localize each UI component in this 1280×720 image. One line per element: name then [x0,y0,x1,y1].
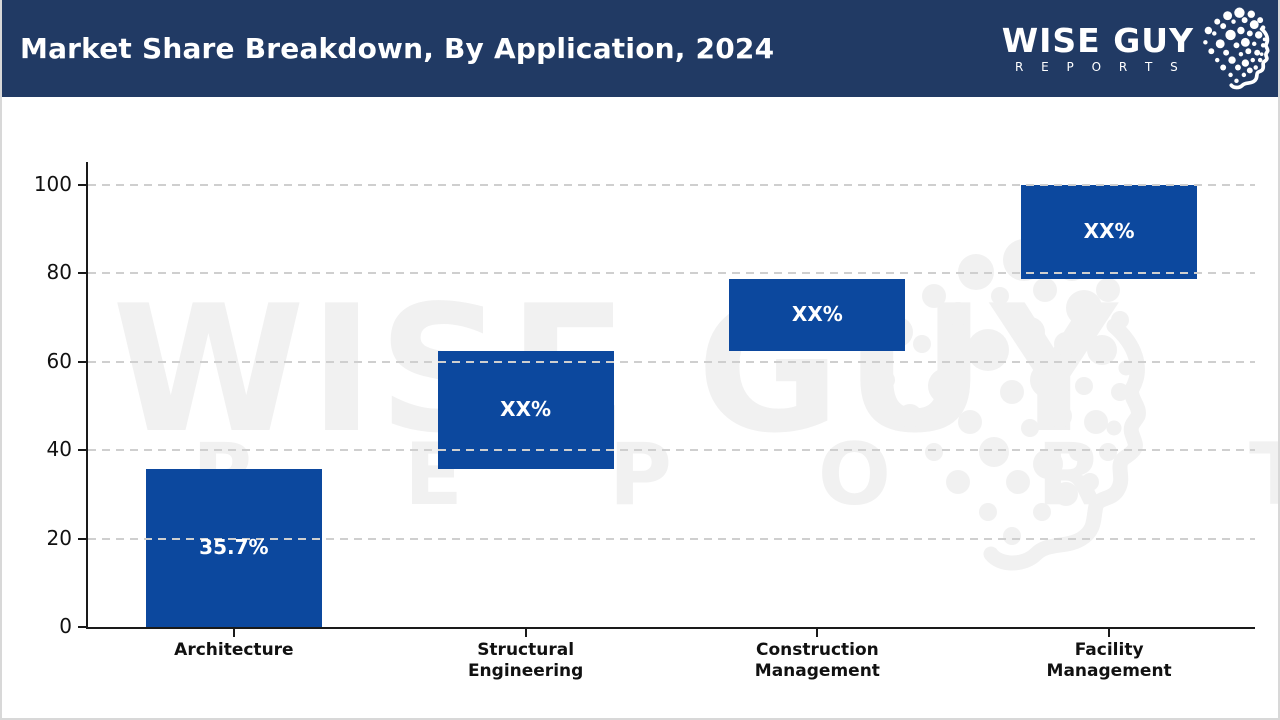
y-tick-label: 40 [46,437,72,461]
page-title: Market Share Breakdown, By Application, … [20,32,775,65]
bar-value-label: XX% [791,302,843,327]
bar-facility-management [1021,184,1198,280]
logo-wordmark-line2: R E P O R T S [1014,59,1185,74]
y-tick-mark [78,537,86,540]
gridline-20 [88,537,1255,540]
y-tick-label: 0 [59,614,72,638]
bar-value-label: 35.7% [199,535,269,559]
bar-architecture [145,469,322,627]
y-tick-label: 100 [33,171,72,196]
x-tick-mark [524,629,527,637]
x-tick-mark [232,629,235,637]
x-tick-mark [816,629,819,637]
header-bar: Market Share Breakdown, By Application, … [0,0,1280,97]
category-label: Construction Management [754,640,880,681]
category-label: Structural Engineering [467,640,584,681]
logo-wordmark: WISE GUY R E P O R T S [1001,20,1194,74]
gridline-80 [88,272,1255,274]
logo-head-icon [1203,7,1270,89]
y-axis-line [86,162,88,629]
y-tick-mark [78,360,86,363]
x-tick-mark [1108,629,1111,637]
y-tick-mark [78,626,86,628]
bar-value-label: XX% [500,396,552,421]
gridline-100 [88,183,1255,186]
brand-logo: WISE GUY R E P O R T S [1002,7,1280,91]
y-tick-mark [78,272,86,274]
category-label: Architecture [174,640,294,660]
logo-wordmark-line1: WISE GUY [1001,20,1194,60]
y-tick-label: 60 [46,348,72,373]
x-axis-line [86,627,1255,629]
bar-value-label: XX% [1083,218,1135,243]
bar-construction-management [729,279,906,351]
y-tick-mark [78,449,86,451]
category-label: Facility Management [1046,640,1172,681]
gridline-60 [88,360,1255,363]
y-tick-label: 80 [46,260,72,284]
gridline-40 [88,449,1255,451]
y-tick-mark [78,183,86,186]
y-tick-label: 20 [46,525,72,550]
